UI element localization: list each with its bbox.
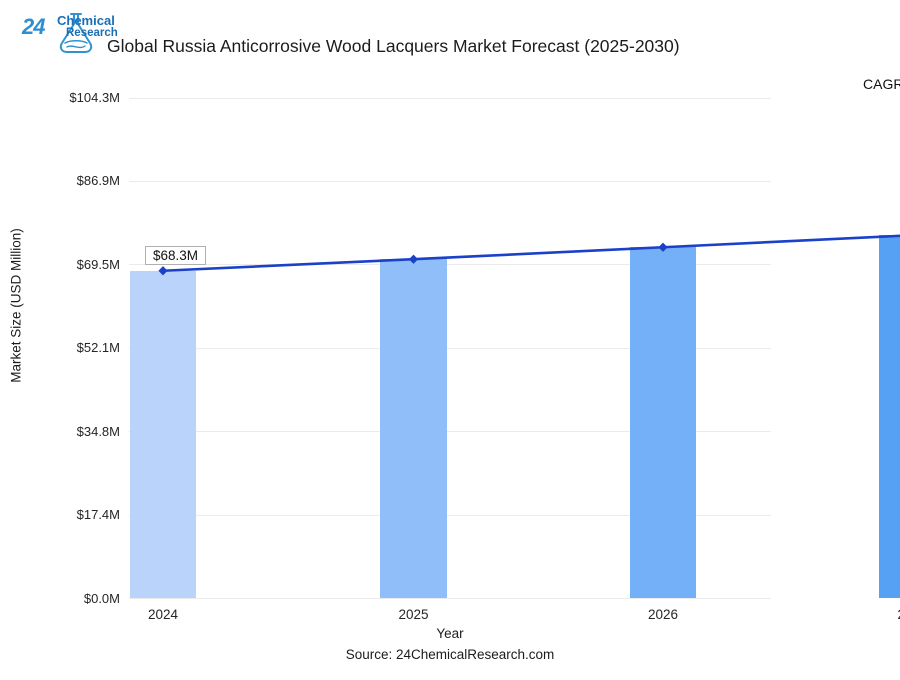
x-tick-label: 2027 xyxy=(897,607,900,622)
x-tick-label: 2024 xyxy=(147,607,179,622)
gridline xyxy=(128,264,771,266)
data-point-marker xyxy=(158,266,168,276)
logo-text-research: Research xyxy=(66,27,118,39)
logo-text-chemical: Chemical xyxy=(57,13,115,28)
source-text: Source: 24ChemicalResearch.com xyxy=(345,647,555,662)
y-tick-label: $86.9M xyxy=(76,173,120,189)
data-point-marker xyxy=(408,254,419,264)
point-value-label: $68.3M xyxy=(145,245,207,265)
gridline xyxy=(128,97,771,99)
flask-icon xyxy=(59,13,93,53)
bar-2026 xyxy=(629,247,697,599)
brand-logo: 24 Chemical Research xyxy=(20,8,120,53)
gridline xyxy=(128,347,771,349)
x-axis-title: Year xyxy=(436,626,464,641)
gridline xyxy=(128,431,771,432)
gridline xyxy=(128,598,771,599)
bar-2027 xyxy=(879,235,900,599)
gridline xyxy=(128,180,771,182)
y-tick-label: $69.5M xyxy=(76,256,120,272)
y-tick-label: $104.3M xyxy=(69,90,120,105)
chart-title: Global Russia Anticorrosive Wood Lacquer… xyxy=(107,36,680,56)
x-tick-label: 2025 xyxy=(398,607,429,622)
bar-2024 xyxy=(129,270,197,599)
x-tick-label: 2026 xyxy=(647,607,679,622)
y-tick-label: $17.4M xyxy=(76,507,120,522)
gridline xyxy=(128,514,771,516)
logo-number: 24 xyxy=(22,14,46,39)
y-axis-title: Market Size (USD Million) xyxy=(8,228,24,383)
y-tick-label: $52.1M xyxy=(76,340,120,356)
data-point-marker xyxy=(658,242,668,252)
cagr-label: CAGR xyxy=(863,76,900,92)
y-tick-label: $0.0M xyxy=(83,590,120,606)
y-tick-label: $34.8M xyxy=(76,423,120,439)
bar-2025 xyxy=(380,259,447,599)
